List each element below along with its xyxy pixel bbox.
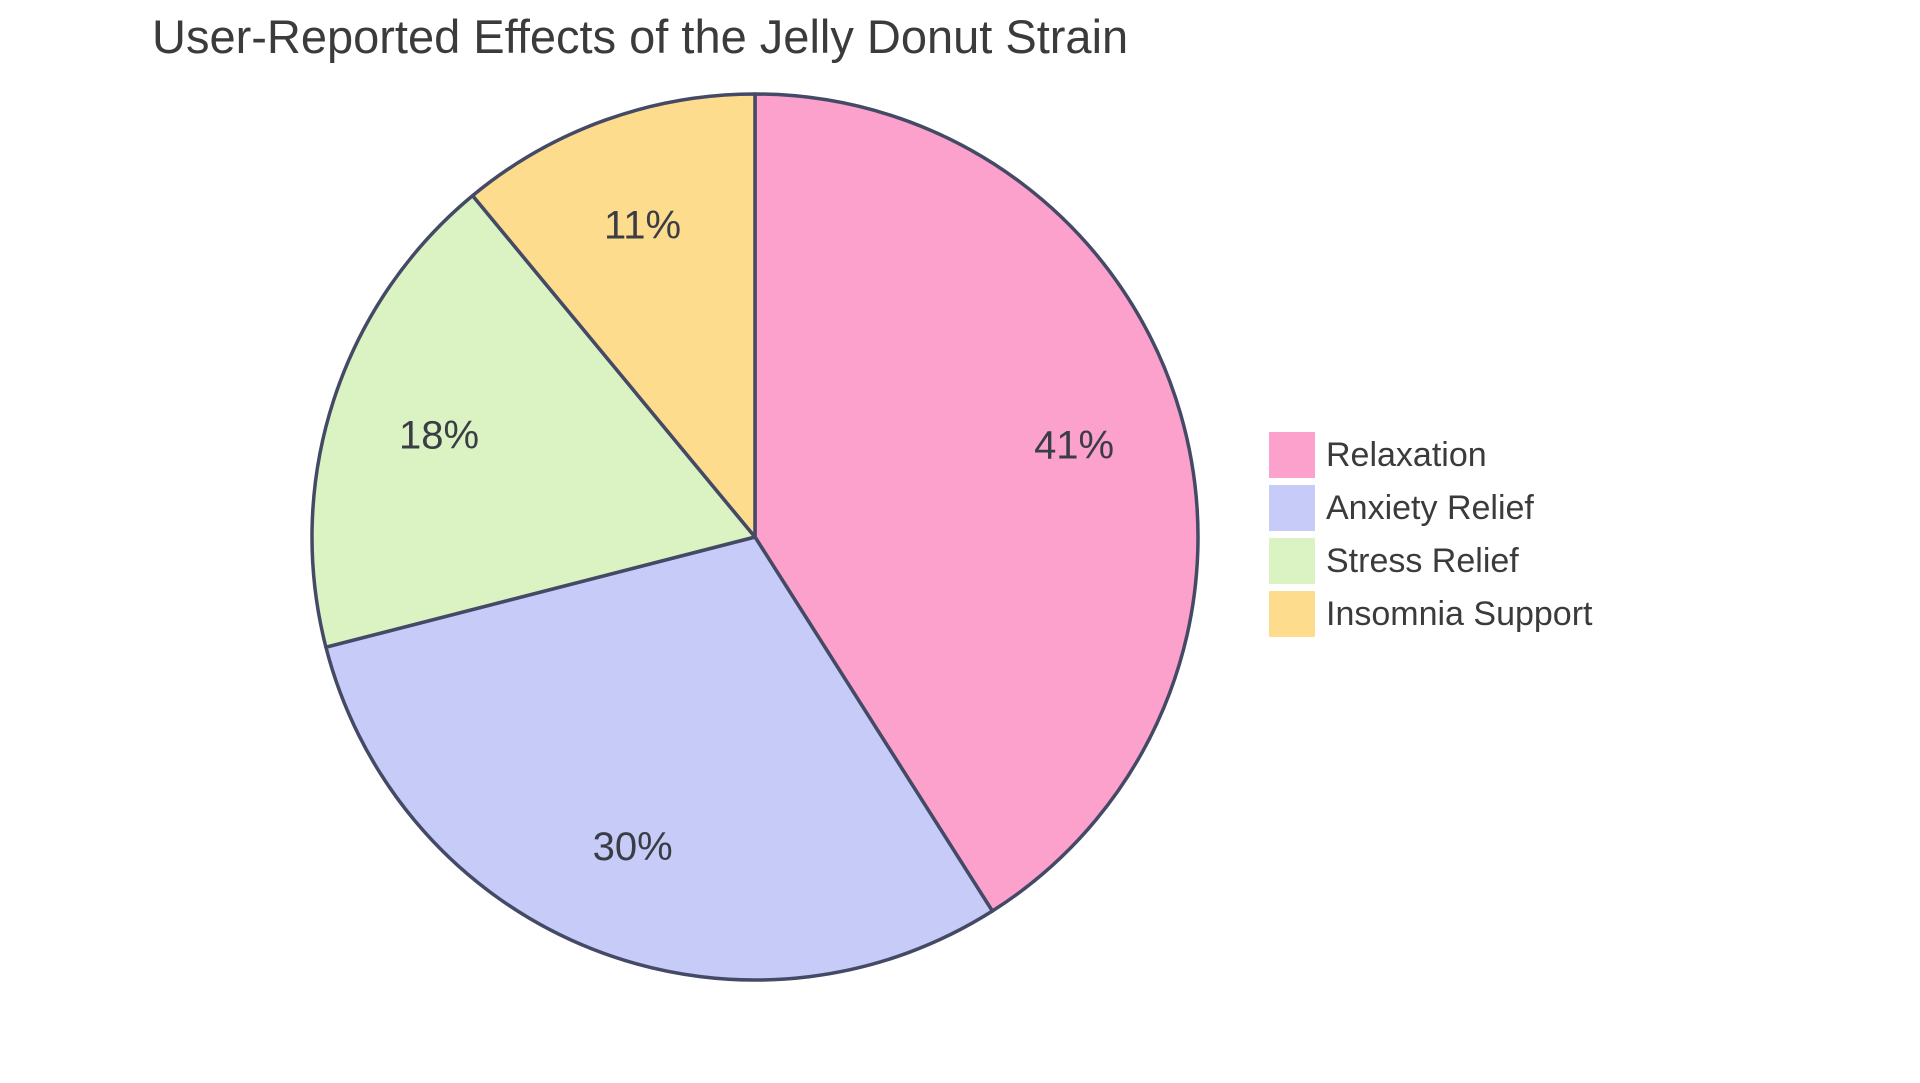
legend-item-insomnia-support[interactable]: Insomnia Support bbox=[1269, 591, 1593, 637]
legend-swatch-icon bbox=[1269, 591, 1315, 637]
legend-item-stress-relief[interactable]: Stress Relief bbox=[1269, 538, 1593, 584]
chart-title: User-Reported Effects of the Jelly Donut… bbox=[152, 10, 1129, 63]
pie-slice-stress-relief[interactable] bbox=[310, 193, 757, 649]
legend-swatch-icon bbox=[1269, 538, 1315, 584]
legend-item-label: Relaxation bbox=[1326, 436, 1487, 474]
legend-item-relaxation[interactable]: Relaxation bbox=[1269, 432, 1593, 478]
slice-percent-label-anxiety-relief: 30% bbox=[593, 825, 673, 869]
legend: Relaxation Anxiety Relief Stress Relief Ins… bbox=[1269, 432, 1593, 637]
legend-swatch-icon bbox=[1269, 485, 1315, 531]
slice-percent-label-stress-relief: 18% bbox=[399, 413, 479, 457]
pie-slice-insomnia-support[interactable] bbox=[470, 92, 757, 539]
pie-slice-relaxation[interactable] bbox=[753, 92, 1200, 913]
legend-item-label: Stress Relief bbox=[1326, 542, 1519, 580]
legend-swatch-icon bbox=[1269, 432, 1315, 478]
slice-percent-label-insomnia-support: 11% bbox=[604, 203, 681, 247]
slice-percent-label-relaxation: 41% bbox=[1034, 423, 1114, 467]
pie-slice-anxiety-relief[interactable] bbox=[324, 535, 995, 982]
legend-item-anxiety-relief[interactable]: Anxiety Relief bbox=[1269, 485, 1593, 531]
legend-item-label: Insomnia Support bbox=[1326, 595, 1593, 633]
legend-item-label: Anxiety Relief bbox=[1326, 489, 1534, 527]
